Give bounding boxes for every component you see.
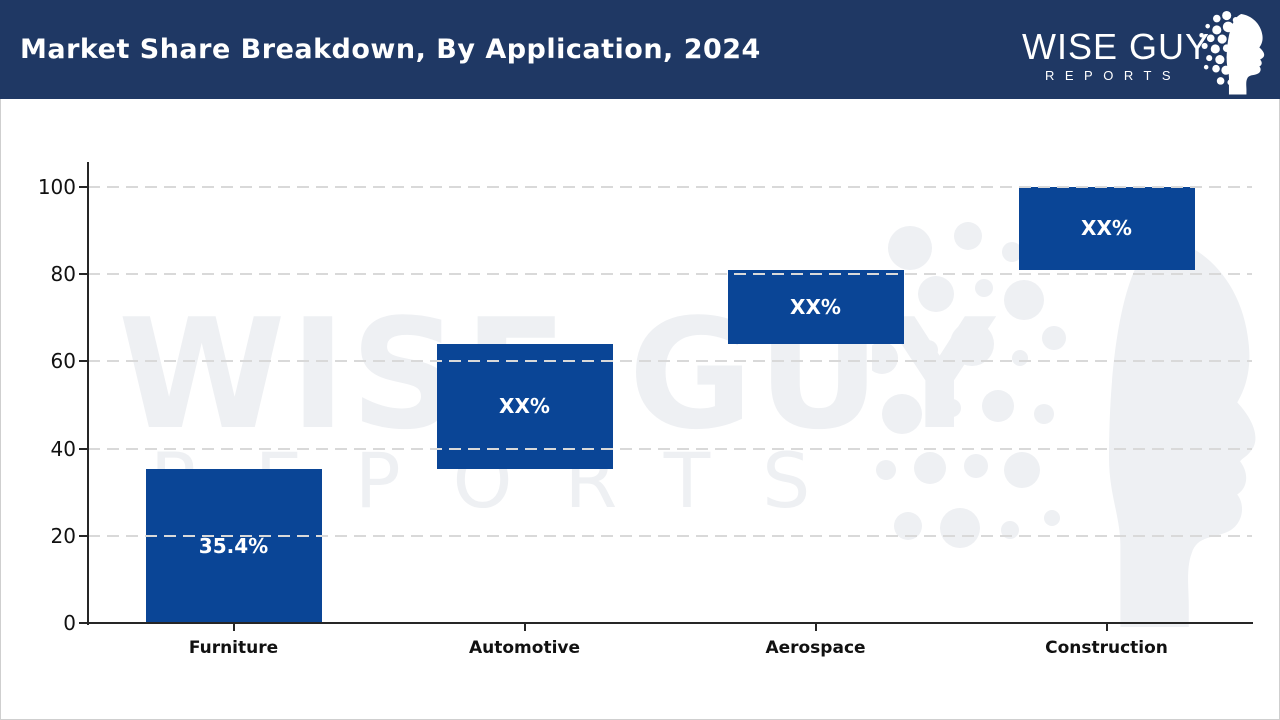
x-axis-label-construction: Construction (1045, 638, 1168, 658)
bar-construction (1018, 187, 1195, 270)
y-tick-mark (79, 447, 88, 450)
gridline-40 (88, 447, 1252, 450)
y-tick-mark (79, 186, 88, 188)
logo-reports-text: REPORTS (1045, 68, 1182, 83)
gridline-80 (88, 273, 1252, 276)
bar-value-label: XX% (790, 294, 841, 319)
y-tick-mark (79, 622, 88, 624)
bar-value-label: XX% (1081, 216, 1132, 241)
bar-value-label: 35.4% (198, 533, 269, 558)
bar-furniture (145, 468, 322, 623)
y-tick-label: 80 (50, 262, 76, 287)
wise-guy-reports-logo: WISE GUY REPORTS (1022, 4, 1272, 96)
header-bar: Market Share Breakdown, By Application, … (0, 0, 1280, 99)
y-tick-mark (79, 534, 88, 537)
logo-head-icon (1199, 10, 1265, 95)
y-tick-mark (79, 273, 88, 276)
x-tick-mark (814, 623, 817, 631)
watermark-head-silhouette-icon (1109, 236, 1256, 627)
gridline-20 (88, 534, 1252, 537)
bar-aerospace (727, 269, 904, 344)
y-tick-label: 40 (50, 436, 76, 461)
y-tick-label: 20 (50, 523, 76, 548)
x-tick-mark (523, 623, 526, 631)
x-tick-mark (1105, 623, 1108, 631)
x-axis-label-aerospace: Aerospace (765, 638, 866, 658)
gridline-60 (88, 360, 1252, 363)
logo-wise-guy-text: WISE GUY (1022, 26, 1211, 67)
y-tick-label: 0 (63, 611, 76, 635)
y-axis-line (87, 162, 89, 625)
y-tick-label: 60 (50, 349, 76, 374)
x-tick-mark (232, 623, 235, 631)
x-axis-label-furniture: Furniture (188, 638, 279, 658)
x-axis-label-automotive: Automotive (468, 638, 581, 658)
y-tick-label: 100 (37, 175, 76, 199)
chart-title: Market Share Breakdown, By Application, … (20, 34, 761, 65)
gridline-100 (88, 186, 1252, 188)
bar-value-label: XX% (499, 394, 550, 419)
y-tick-mark (79, 360, 88, 363)
x-axis-line (87, 622, 1253, 624)
